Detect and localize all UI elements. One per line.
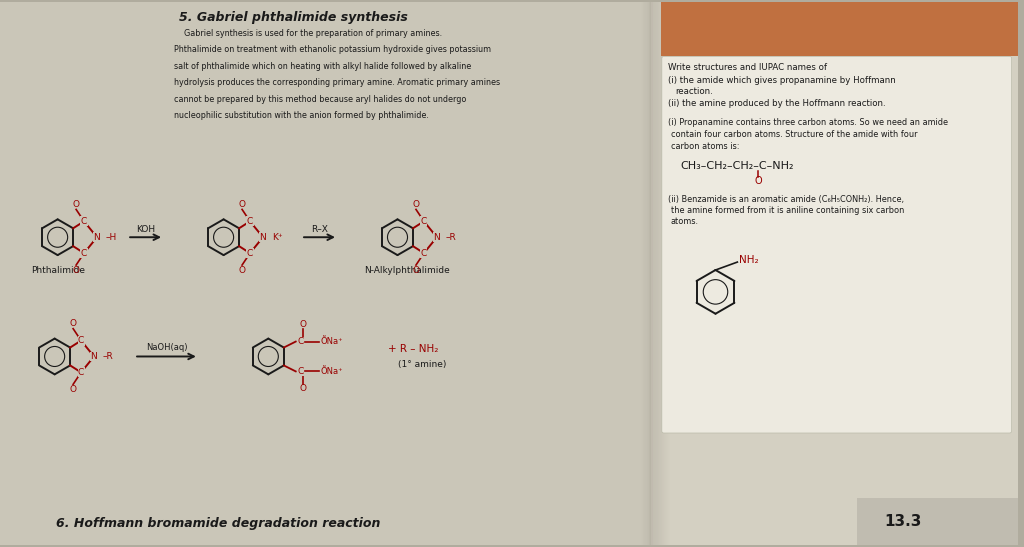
Text: salt of phthalimide which on heating with alkyl halide followed by alkaline: salt of phthalimide which on heating wit… — [174, 62, 471, 71]
Text: nucleophilic substitution with the anion formed by phthalimide.: nucleophilic substitution with the anion… — [174, 111, 429, 120]
Text: C: C — [78, 368, 84, 377]
Text: reaction.: reaction. — [676, 86, 714, 96]
Text: hydrolysis produces the corresponding primary amine. Aromatic primary amines: hydrolysis produces the corresponding pr… — [174, 78, 500, 87]
Text: C: C — [247, 249, 253, 258]
FancyBboxPatch shape — [662, 56, 1012, 433]
Text: atoms.: atoms. — [671, 217, 698, 226]
Text: O: O — [239, 200, 246, 209]
Text: O: O — [299, 384, 306, 393]
Text: C: C — [298, 367, 304, 376]
Text: ÕNa⁺: ÕNa⁺ — [321, 337, 343, 346]
Text: O: O — [413, 200, 420, 209]
Text: C: C — [78, 336, 84, 345]
Text: ÕNa⁺: ÕNa⁺ — [321, 367, 343, 376]
Text: (ii) the amine produced by the Hoffmann reaction.: (ii) the amine produced by the Hoffmann … — [668, 98, 886, 108]
Text: Phthalimide: Phthalimide — [31, 265, 85, 275]
Text: contain four carbon atoms. Structure of the amide with four: contain four carbon atoms. Structure of … — [671, 130, 918, 139]
Text: N: N — [93, 232, 100, 242]
Text: Phthalimide on treatment with ethanolic potassium hydroxide gives potassium: Phthalimide on treatment with ethanolic … — [174, 45, 492, 54]
Text: CH₃–CH₂–CH₂–C–NH₂: CH₃–CH₂–CH₂–C–NH₂ — [681, 161, 795, 171]
Text: 13.3: 13.3 — [885, 514, 922, 529]
Text: O: O — [73, 200, 80, 209]
Text: Write structures and IUPAC names of: Write structures and IUPAC names of — [668, 63, 826, 72]
Text: C: C — [421, 249, 427, 258]
Text: N-Alkylphthalimide: N-Alkylphthalimide — [365, 265, 451, 275]
Text: O: O — [239, 265, 246, 275]
Text: C: C — [247, 217, 253, 226]
Text: K⁺: K⁺ — [272, 232, 283, 242]
Text: Gabriel synthesis is used for the preparation of primary amines.: Gabriel synthesis is used for the prepar… — [174, 29, 442, 38]
Text: –R: –R — [103, 352, 114, 361]
Text: (i) Propanamine contains three carbon atoms. So we need an amide: (i) Propanamine contains three carbon at… — [668, 119, 948, 127]
Text: –R: –R — [445, 232, 457, 242]
Text: N: N — [433, 232, 440, 242]
Text: cannot be prepared by this method because aryl halides do not undergo: cannot be prepared by this method becaus… — [174, 95, 466, 103]
FancyBboxPatch shape — [0, 2, 660, 545]
Text: C: C — [421, 217, 427, 226]
Text: carbon atoms is:: carbon atoms is: — [671, 142, 739, 152]
Text: O: O — [70, 319, 77, 328]
FancyBboxPatch shape — [857, 498, 1018, 545]
Text: O: O — [73, 265, 80, 275]
Text: N: N — [90, 352, 97, 361]
Text: + R – NH₂: + R – NH₂ — [387, 344, 438, 353]
Text: the amine formed from it is aniline containing six carbon: the amine formed from it is aniline cont… — [671, 206, 904, 215]
FancyBboxPatch shape — [660, 2, 1018, 56]
Text: –H: –H — [105, 232, 117, 242]
Text: NH₂: NH₂ — [739, 255, 759, 265]
Text: NaOH(aq): NaOH(aq) — [146, 343, 187, 352]
Text: 5. Gabriel phthalimide synthesis: 5. Gabriel phthalimide synthesis — [179, 11, 408, 24]
Text: KOH: KOH — [136, 225, 156, 234]
Text: 6. Hoffmann bromamide degradation reaction: 6. Hoffmann bromamide degradation reacti… — [56, 517, 381, 530]
Text: N: N — [259, 232, 266, 242]
Text: C: C — [81, 217, 87, 226]
Text: C: C — [298, 337, 304, 346]
Text: R–X: R–X — [311, 225, 329, 234]
Text: (ii) Benzamide is an aromatic amide (C₆H₅CONH₂). Hence,: (ii) Benzamide is an aromatic amide (C₆H… — [668, 195, 904, 204]
Text: O: O — [413, 265, 420, 275]
FancyBboxPatch shape — [651, 2, 1018, 545]
Text: O: O — [755, 176, 762, 185]
Text: C: C — [81, 249, 87, 258]
Text: (i) the amide which gives propanamine by Hoffmann: (i) the amide which gives propanamine by… — [668, 75, 896, 85]
Text: O: O — [70, 385, 77, 394]
Text: (1° amine): (1° amine) — [397, 360, 445, 369]
Text: O: O — [299, 320, 306, 329]
